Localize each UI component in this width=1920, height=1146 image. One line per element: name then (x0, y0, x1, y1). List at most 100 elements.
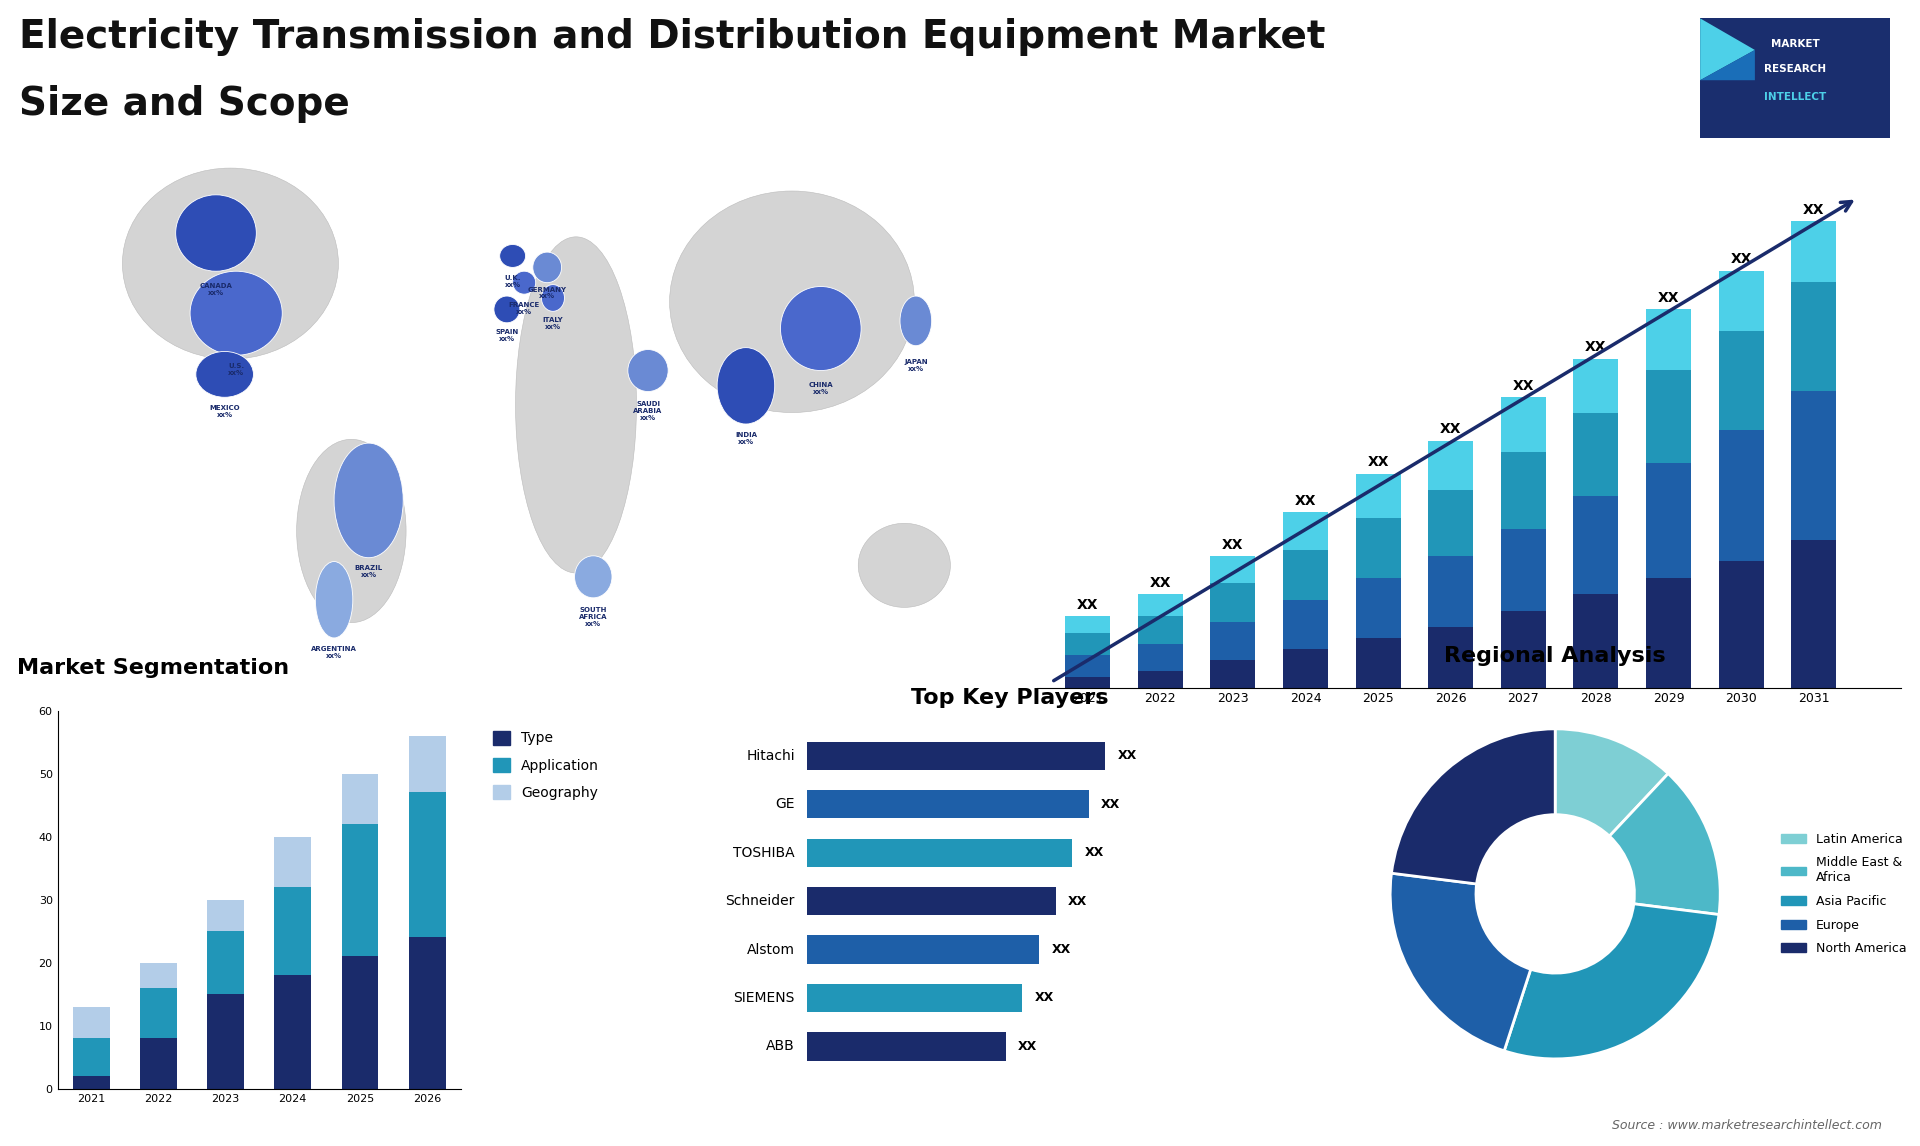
Bar (1718, 331, 1764, 430)
Text: MARKET: MARKET (1770, 39, 1820, 49)
Text: ARGENTINA
xx%: ARGENTINA xx% (311, 645, 357, 659)
Text: Hitachi: Hitachi (747, 748, 795, 763)
Text: JAPAN
xx%: JAPAN xx% (904, 359, 927, 372)
Text: INDIA
xx%: INDIA xx% (735, 432, 756, 445)
Ellipse shape (177, 195, 257, 272)
Text: XX: XX (1294, 494, 1317, 508)
Bar (1428, 627, 1473, 688)
Bar (409, 736, 445, 793)
Text: CHINA
xx%: CHINA xx% (808, 382, 833, 395)
Bar (1501, 611, 1546, 688)
Bar (342, 774, 378, 824)
Bar (1718, 562, 1764, 688)
Polygon shape (1701, 50, 1755, 80)
Bar (1572, 595, 1619, 688)
Text: XX: XX (1035, 991, 1054, 1004)
FancyBboxPatch shape (806, 839, 1071, 866)
Bar (1791, 392, 1836, 540)
Wedge shape (1392, 729, 1555, 884)
Text: SOUTH
AFRICA
xx%: SOUTH AFRICA xx% (580, 607, 607, 627)
Text: XX: XX (1803, 203, 1824, 217)
Text: CANADA
xx%: CANADA xx% (200, 283, 232, 296)
Bar (207, 994, 244, 1089)
Wedge shape (1503, 904, 1718, 1059)
Bar (1210, 622, 1256, 660)
Bar (1572, 414, 1619, 496)
Text: XX: XX (1150, 576, 1171, 590)
Text: XX: XX (1223, 537, 1244, 551)
Bar (140, 988, 177, 1038)
Bar (1356, 518, 1400, 578)
Text: BRAZIL
xx%: BRAZIL xx% (355, 565, 382, 579)
Text: U.S.
xx%: U.S. xx% (228, 363, 244, 376)
Ellipse shape (858, 524, 950, 607)
Bar (1428, 490, 1473, 556)
Bar (140, 1038, 177, 1089)
Bar (1645, 578, 1692, 688)
Ellipse shape (513, 272, 536, 295)
Text: ABB: ABB (766, 1039, 795, 1053)
Text: SPAIN
xx%: SPAIN xx% (495, 329, 518, 342)
FancyBboxPatch shape (806, 887, 1056, 916)
Text: XX: XX (1018, 1039, 1037, 1053)
Text: Electricity Transmission and Distribution Equipment Market: Electricity Transmission and Distributio… (19, 17, 1325, 56)
Text: Regional Analysis: Regional Analysis (1444, 646, 1667, 666)
Bar (207, 931, 244, 994)
Bar (1428, 556, 1473, 627)
Text: XX: XX (1117, 749, 1137, 762)
FancyBboxPatch shape (806, 1033, 1006, 1060)
Text: XX: XX (1730, 252, 1751, 266)
Bar (1645, 309, 1692, 369)
Text: XX: XX (1657, 291, 1680, 305)
Text: ITALY
xx%: ITALY xx% (543, 317, 563, 330)
Bar (1572, 359, 1619, 414)
Bar (1428, 441, 1473, 490)
Ellipse shape (541, 284, 564, 312)
Text: U.K.
xx%: U.K. xx% (505, 275, 520, 288)
Bar (73, 1076, 109, 1089)
Bar (1356, 473, 1400, 518)
Ellipse shape (296, 439, 407, 622)
Bar (1283, 550, 1329, 599)
Text: Source : www.marketresearchintellect.com: Source : www.marketresearchintellect.com (1611, 1120, 1882, 1132)
Bar (275, 887, 311, 975)
Bar (1645, 369, 1692, 463)
Text: Market Segmentation: Market Segmentation (17, 658, 290, 677)
Bar (1210, 556, 1256, 583)
Bar (1572, 496, 1619, 595)
Bar (342, 956, 378, 1089)
Text: XX: XX (1586, 340, 1607, 354)
FancyBboxPatch shape (806, 983, 1023, 1012)
Bar (1283, 512, 1329, 550)
Ellipse shape (574, 556, 612, 598)
FancyBboxPatch shape (806, 790, 1089, 818)
Text: XX: XX (1513, 378, 1534, 393)
Bar (342, 824, 378, 956)
FancyBboxPatch shape (806, 935, 1039, 964)
Bar (1139, 672, 1183, 688)
Wedge shape (1609, 774, 1720, 915)
FancyBboxPatch shape (806, 741, 1106, 770)
Bar (1283, 650, 1329, 688)
Text: RESEARCH: RESEARCH (1764, 64, 1826, 74)
Text: INTELLECT: INTELLECT (1764, 92, 1826, 102)
Text: XX: XX (1052, 943, 1071, 956)
Bar (409, 793, 445, 937)
Bar (1066, 617, 1110, 633)
Bar (409, 937, 445, 1089)
Bar (1356, 578, 1400, 638)
Bar (1356, 638, 1400, 688)
Text: Schneider: Schneider (726, 894, 795, 908)
Ellipse shape (628, 350, 668, 392)
Bar (1501, 452, 1546, 528)
Bar (1791, 282, 1836, 392)
Text: XX: XX (1077, 598, 1098, 612)
Text: GERMANY
xx%: GERMANY xx% (528, 286, 566, 299)
Bar (1066, 654, 1110, 676)
Ellipse shape (534, 252, 561, 283)
Text: SIEMENS: SIEMENS (733, 991, 795, 1005)
Bar (1501, 528, 1546, 611)
Ellipse shape (499, 244, 526, 267)
Ellipse shape (315, 562, 353, 638)
Ellipse shape (190, 272, 282, 355)
